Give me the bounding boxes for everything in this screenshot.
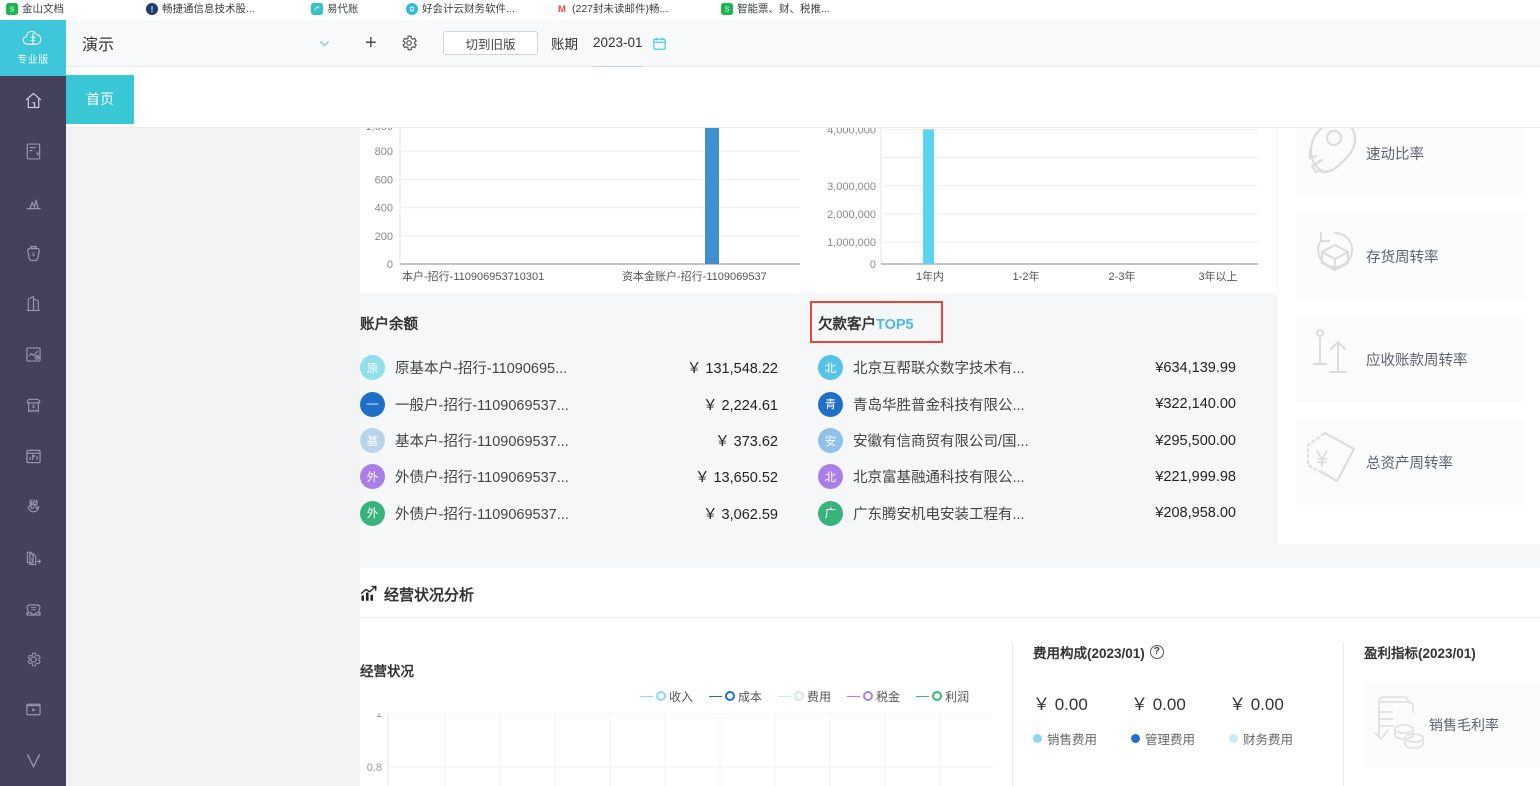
svg-text:1-2年: 1-2年 [1013,269,1040,283]
svg-text:S: S [725,6,730,13]
svg-text:¥: ¥ [30,557,34,563]
svg-text:3,000,000: 3,000,000 [827,180,876,192]
svg-text:¥: ¥ [1315,446,1329,471]
svg-text:1,000,000: 1,000,000 [827,237,876,249]
svg-text:800: 800 [375,146,393,158]
svg-text:2,000,000: 2,000,000 [827,209,876,221]
svg-text:0.8: 0.8 [367,762,382,774]
svg-text:¥: ¥ [31,403,35,410]
svg-text:M: M [558,4,566,15]
svg-text:税: 税 [28,499,38,511]
svg-text:1年内: 1年内 [916,269,944,283]
svg-text:0: 0 [387,259,393,271]
svg-text:本户-招行-110906953710301: 本户-招行-110906953710301 [402,269,544,283]
svg-text:0: 0 [870,259,876,271]
svg-text:1: 1 [376,713,382,720]
svg-text:400: 400 [375,202,393,214]
svg-text:1,000: 1,000 [365,128,393,133]
svg-text:¥: ¥ [31,251,35,258]
svg-text:4,000,000: 4,000,000 [827,128,876,136]
svg-text:200: 200 [375,230,393,242]
svg-text:¥: ¥ [35,151,39,158]
svg-text:2-3年: 2-3年 [1109,269,1136,283]
svg-text:资本金账户-招行-1109069537: 资本金账户-招行-1109069537 [622,269,767,283]
svg-text:3年以上: 3年以上 [1198,269,1237,283]
svg-text:600: 600 [375,174,393,186]
svg-text:S: S [10,6,15,13]
